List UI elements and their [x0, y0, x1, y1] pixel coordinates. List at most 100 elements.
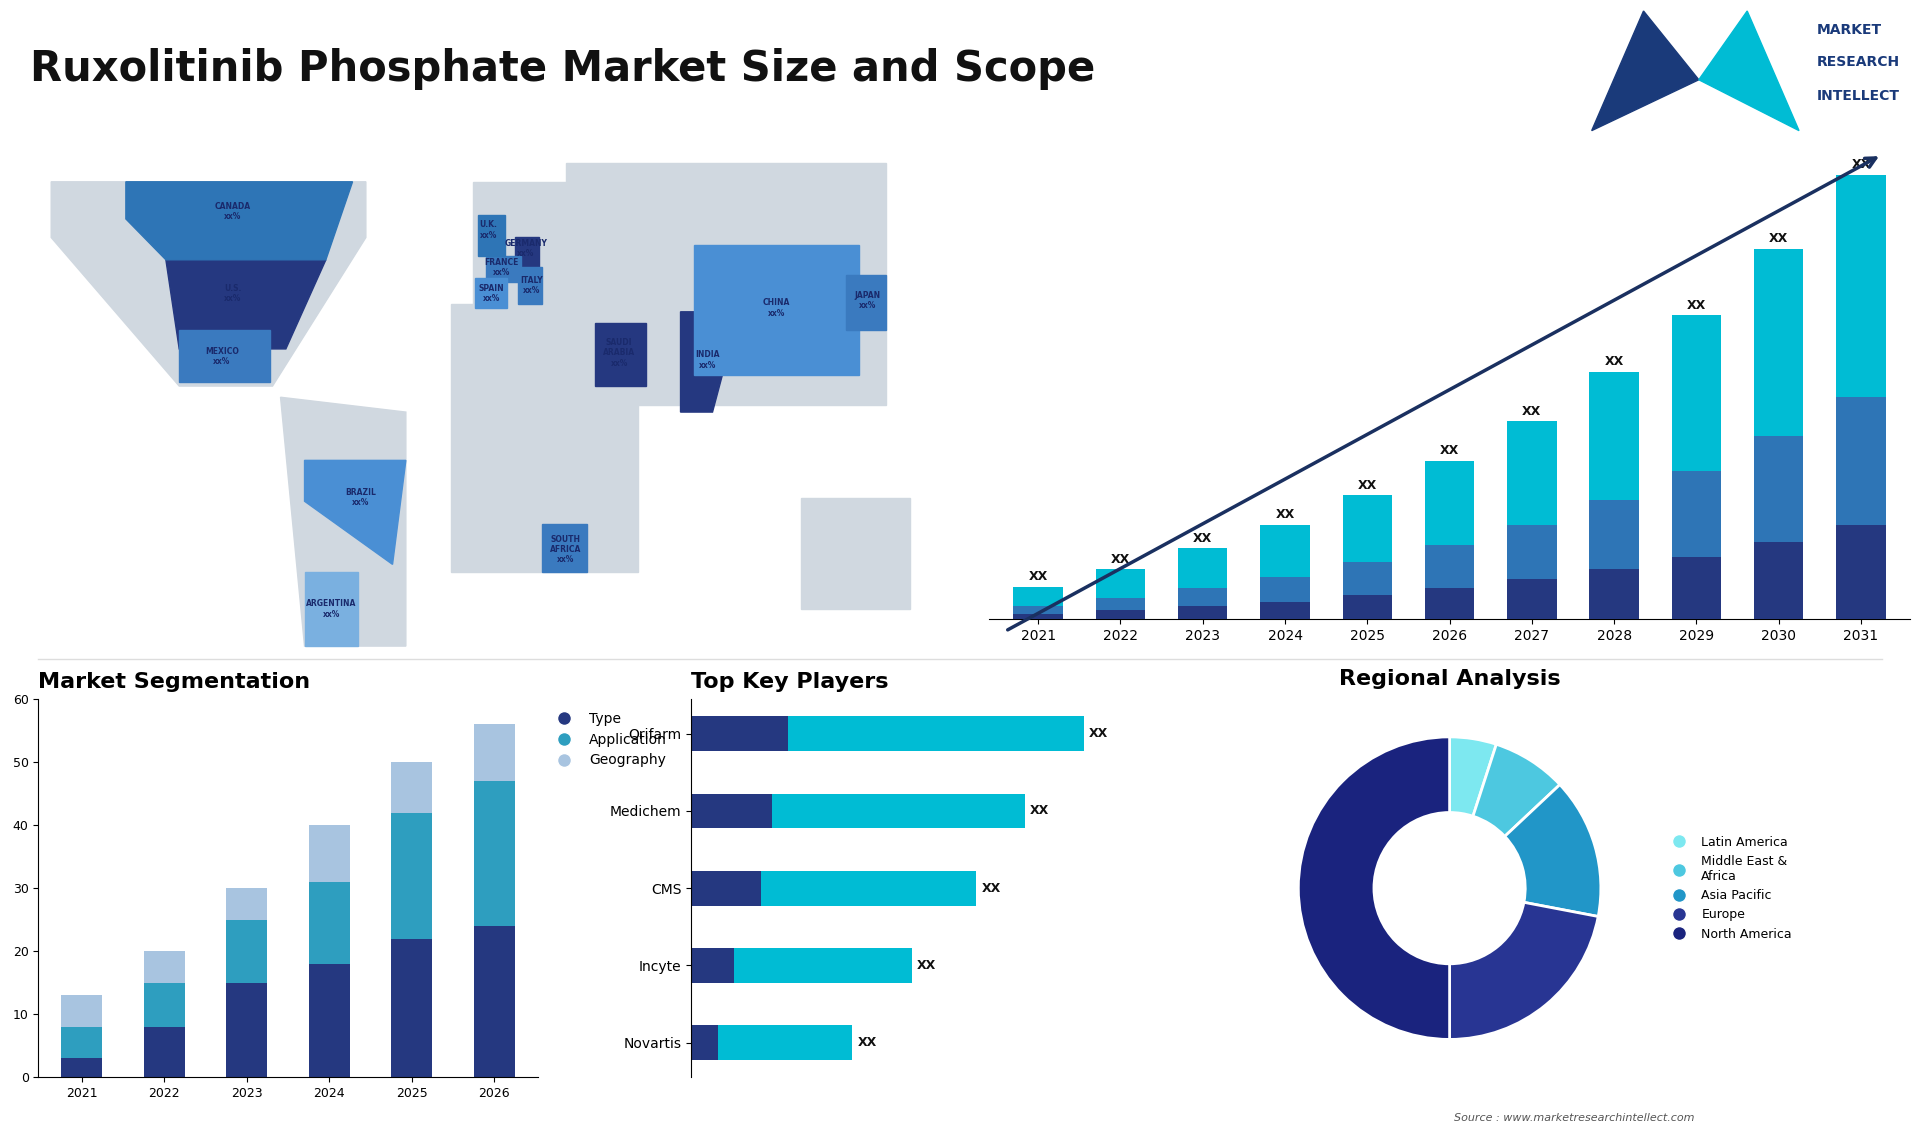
Bar [1342, 495, 1392, 562]
Bar [474, 724, 515, 782]
Polygon shape [127, 182, 353, 260]
Polygon shape [305, 572, 357, 646]
Bar [1755, 249, 1803, 437]
Bar [787, 716, 1083, 751]
Polygon shape [486, 256, 520, 282]
Bar [760, 871, 975, 905]
Bar [144, 951, 184, 982]
Wedge shape [1505, 785, 1601, 917]
Bar [1096, 610, 1144, 619]
Polygon shape [472, 182, 607, 312]
Bar [309, 964, 349, 1077]
Bar [392, 939, 432, 1077]
Text: JAPAN
xx%: JAPAN xx% [854, 291, 879, 311]
Bar [1836, 397, 1885, 525]
Text: XX: XX [1440, 445, 1459, 457]
Text: CANADA
xx%: CANADA xx% [215, 202, 252, 221]
Bar [1590, 501, 1640, 570]
Polygon shape [847, 275, 885, 330]
Polygon shape [515, 237, 540, 267]
Bar [1590, 570, 1640, 619]
Bar [1096, 598, 1144, 610]
Text: XX: XX [858, 1036, 877, 1050]
Polygon shape [476, 278, 507, 308]
Bar [718, 1026, 852, 1060]
Text: XX: XX [1768, 231, 1788, 245]
Wedge shape [1450, 902, 1597, 1039]
Polygon shape [801, 497, 910, 609]
Text: Source : www.marketresearchintellect.com: Source : www.marketresearchintellect.com [1453, 1113, 1695, 1123]
Text: XX: XX [1605, 355, 1624, 368]
Text: XX: XX [1192, 532, 1212, 544]
Bar [1590, 372, 1640, 501]
Polygon shape [595, 323, 645, 386]
Text: XX: XX [981, 881, 1000, 895]
Text: CHINA
xx%: CHINA xx% [762, 298, 791, 317]
Legend: Latin America, Middle East &
Africa, Asia Pacific, Europe, North America: Latin America, Middle East & Africa, Asi… [1661, 831, 1797, 945]
Text: ARGENTINA
xx%: ARGENTINA xx% [305, 599, 357, 619]
Polygon shape [305, 461, 405, 564]
Polygon shape [541, 524, 588, 572]
Bar [392, 762, 432, 813]
Wedge shape [1450, 737, 1496, 816]
Text: XX: XX [918, 959, 937, 972]
Bar [392, 813, 432, 939]
Text: XX: XX [1523, 405, 1542, 417]
Bar [1260, 602, 1309, 619]
Bar [1014, 614, 1064, 619]
Bar [1260, 576, 1309, 602]
Polygon shape [52, 182, 367, 386]
Bar [1672, 471, 1720, 557]
Text: MEXICO
xx%: MEXICO xx% [205, 347, 238, 366]
Wedge shape [1298, 737, 1450, 1039]
Bar [1425, 461, 1475, 544]
Text: SOUTH
AFRICA
xx%: SOUTH AFRICA xx% [551, 535, 582, 565]
Polygon shape [1592, 11, 1699, 131]
Bar [733, 948, 912, 983]
Wedge shape [1473, 744, 1559, 837]
Text: SPAIN
xx%: SPAIN xx% [478, 283, 505, 303]
Bar [1260, 525, 1309, 576]
Bar [1179, 606, 1227, 619]
Bar [474, 782, 515, 926]
Bar [61, 1027, 102, 1059]
Text: MARKET: MARKET [1816, 23, 1882, 38]
Bar [474, 926, 515, 1077]
Polygon shape [566, 163, 885, 405]
Bar [1425, 588, 1475, 619]
Bar [1342, 562, 1392, 596]
Polygon shape [478, 215, 505, 256]
Text: INTELLECT: INTELLECT [1816, 89, 1899, 103]
Polygon shape [179, 330, 271, 383]
Text: XX: XX [1029, 570, 1048, 583]
Bar [1342, 596, 1392, 619]
Bar [1096, 570, 1144, 598]
Text: U.S.
xx%: U.S. xx% [225, 283, 242, 303]
Text: ITALY
xx%: ITALY xx% [520, 276, 543, 296]
Bar [1014, 587, 1064, 606]
Text: XX: XX [1851, 158, 1870, 171]
Bar [1179, 549, 1227, 588]
Bar [1507, 422, 1557, 525]
Text: GERMANY
xx%: GERMANY xx% [505, 240, 547, 258]
Bar [1425, 544, 1475, 588]
Bar [691, 1026, 718, 1060]
Text: BRAZIL
xx%: BRAZIL xx% [346, 488, 376, 508]
Bar [61, 995, 102, 1027]
Bar [1755, 542, 1803, 619]
Text: U.K.
xx%: U.K. xx% [480, 220, 497, 240]
Bar [1014, 606, 1064, 614]
Bar [1672, 315, 1720, 471]
Legend: Type, Application, Geography: Type, Application, Geography [545, 706, 672, 774]
Text: XX: XX [1089, 727, 1108, 740]
Bar [227, 982, 267, 1077]
Polygon shape [165, 260, 326, 348]
Title: Regional Analysis: Regional Analysis [1338, 669, 1561, 689]
Text: Ruxolitinib Phosphate Market Size and Scope: Ruxolitinib Phosphate Market Size and Sc… [31, 48, 1094, 91]
Text: XX: XX [1357, 479, 1377, 492]
Text: SAUDI
ARABIA
xx%: SAUDI ARABIA xx% [603, 338, 636, 368]
Bar [772, 793, 1025, 829]
Bar [691, 871, 760, 905]
Bar [1755, 437, 1803, 542]
Bar [61, 1059, 102, 1077]
